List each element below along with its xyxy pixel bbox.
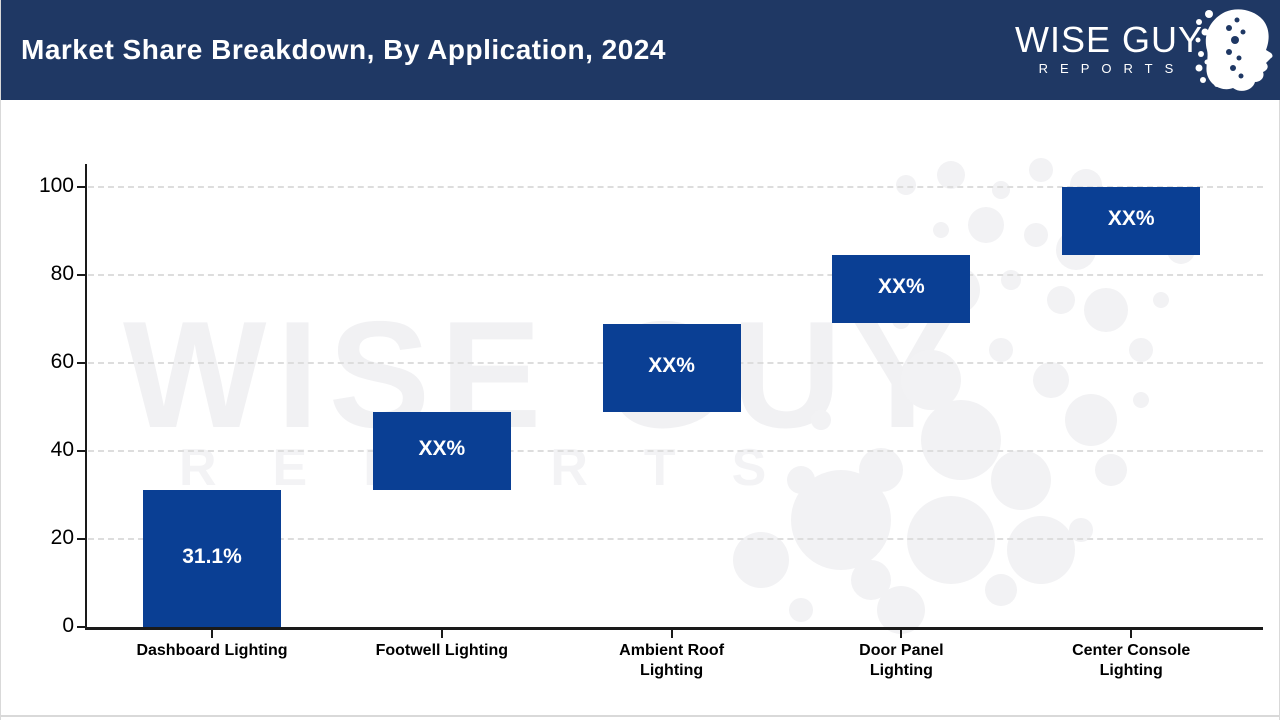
watermark-wordmark: WISE GUY	[123, 290, 964, 460]
x-axis-tick	[440, 630, 443, 638]
bar-value-label: 31.1%	[182, 544, 242, 568]
bar-dashboard-lighting	[143, 490, 281, 627]
x-axis-category-line: Footwell Lighting	[375, 642, 508, 659]
header-bar: Market Share Breakdown, By Application, …	[1, 0, 1280, 100]
y-axis-tick	[77, 538, 86, 540]
x-axis-tick	[1130, 630, 1133, 638]
bar-center-console-lighting	[1062, 187, 1201, 256]
y-axis-tick-label: 80	[50, 262, 74, 285]
y-axis-tick-label: 60	[50, 350, 74, 373]
bar-footwell-lighting	[372, 411, 511, 491]
x-axis-tick	[211, 630, 213, 638]
bar-ambient-roof-lighting	[602, 323, 741, 412]
x-axis-category-line: Ambient Roof	[619, 642, 725, 659]
face-profile-icon	[1195, 9, 1273, 91]
x-axis-line	[85, 627, 1263, 630]
x-axis-tick	[900, 630, 903, 638]
bar-value-label: XX%	[648, 353, 695, 377]
x-axis-category-line: Lighting	[1099, 662, 1163, 679]
logo-subtitle: REPORTS	[1038, 61, 1186, 76]
y-axis-tick-label: 0	[62, 614, 74, 637]
y-axis-tick-label: 40	[50, 438, 74, 461]
x-axis-category-line: Lighting	[869, 662, 933, 679]
x-axis-category-label: Door Panel Lighting	[786, 641, 1016, 681]
x-axis-category-line: Center Console	[1072, 642, 1191, 659]
logo-wordmark: WISE GUY	[1014, 19, 1203, 60]
x-axis-category-label: Footwell Lighting	[327, 641, 557, 661]
gridline-80	[88, 274, 1263, 276]
gridline-40	[88, 450, 1263, 452]
y-axis-tick	[77, 274, 86, 276]
y-axis-tick-label: 20	[50, 526, 74, 549]
wise-guy-logo: WISE GUY REPORTS	[1005, 0, 1275, 100]
page-title: Market Share Breakdown, By Application, …	[21, 34, 666, 65]
footer-divider	[1, 715, 1280, 717]
x-axis-category-label: Dashboard Lighting	[97, 641, 327, 661]
bar-value-label: XX%	[1107, 207, 1155, 231]
y-axis-tick	[77, 362, 86, 364]
x-axis-category-line: Dashboard Lighting	[136, 642, 288, 659]
y-axis-line	[85, 164, 87, 630]
y-axis-tick	[77, 450, 86, 452]
x-axis-category-label: Ambient Roof Lighting	[557, 641, 787, 681]
logo-text: WISE GUY REPORTS	[1015, 20, 1203, 78]
bar-value-label: XX%	[878, 275, 925, 299]
y-axis-tick	[77, 186, 86, 188]
gridline-100	[88, 186, 1263, 188]
x-axis-category-line: Door Panel	[859, 642, 944, 659]
gridline-20	[88, 538, 1263, 540]
y-axis-tick	[77, 626, 86, 628]
bar-value-label: XX%	[418, 437, 466, 460]
x-axis-tick	[670, 630, 673, 638]
x-axis-category-line: Lighting	[640, 662, 704, 679]
y-axis-tick-label: 100	[38, 174, 74, 197]
x-axis-category-label: Center Console Lighting	[1016, 641, 1246, 681]
bar-door-panel-lighting	[832, 255, 971, 323]
plot-area: 0 20 40 60 80 100 31.1% Dashboard Lighting XX% Fo…	[1, 100, 1280, 716]
